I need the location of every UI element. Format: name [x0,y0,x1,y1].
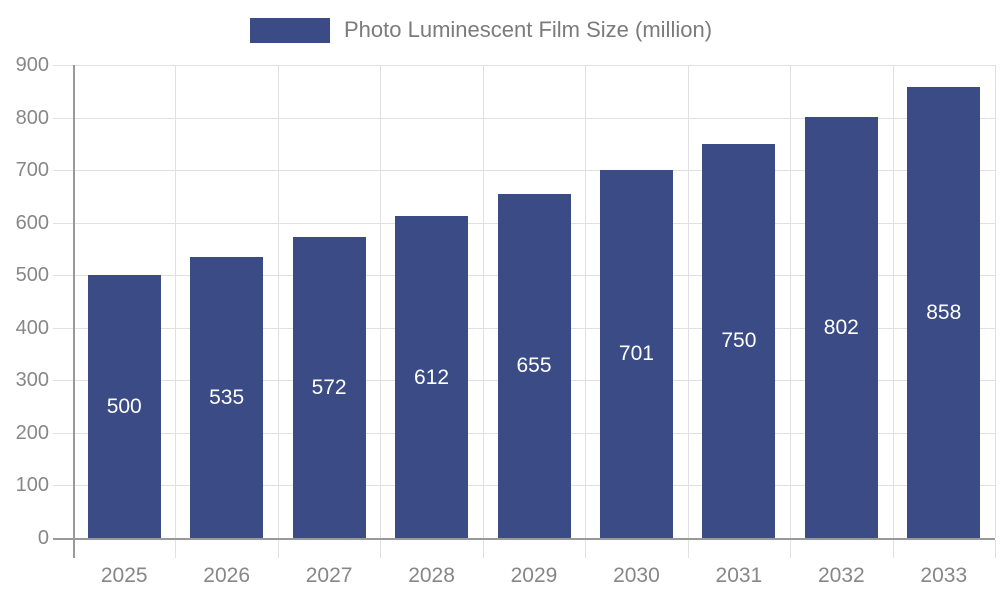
gridline-vertical [277,65,279,538]
x-axis-line [53,538,995,540]
gridline-vertical [687,65,689,538]
bar-2025[interactable]: 500 [87,275,161,538]
y-axis-tick-label: 200 [15,421,49,444]
bar-2032[interactable]: 802 [804,116,878,538]
bar-2029[interactable]: 655 [497,193,571,538]
y-axis-tick [53,327,73,329]
x-axis-tick [482,540,484,558]
x-axis-category-label: 2028 [408,564,455,587]
gridline-vertical [892,65,894,538]
gridline-horizontal [73,65,995,66]
bar-2026[interactable]: 535 [190,256,264,538]
legend[interactable]: Photo Luminescent Film Size (million) [250,17,712,43]
x-axis-category-label: 2032 [817,564,865,587]
x-axis-category-label: 2027 [305,564,353,587]
gridline-vertical [995,65,996,538]
x-axis-tick [687,540,689,558]
y-axis-line [73,65,75,558]
y-axis-tick-label: 0 [37,527,49,549]
y-axis-tick [53,485,73,487]
x-axis-category-label: 2033 [920,564,968,587]
gridline-vertical [175,65,177,538]
y-axis-tick [53,65,73,66]
y-axis-tick [53,380,73,382]
y-axis-tick-label: 500 [15,264,49,287]
gridline-horizontal [73,117,995,119]
x-axis-category-label: 2026 [203,564,251,587]
bar-value-label: 750 [721,329,757,353]
legend-swatch [250,17,330,43]
legend-label: Photo Luminescent Film Size (million) [344,17,713,42]
x-axis-category-label: 2029 [510,564,558,587]
bar-value-label: 655 [516,354,552,378]
y-axis-tick [53,170,73,172]
gridline-vertical [790,65,792,538]
y-axis-tick-label: 100 [15,474,49,497]
bar-2030[interactable]: 701 [599,169,673,538]
bar-2028[interactable]: 612 [395,216,469,538]
y-axis-tick-label: 700 [15,159,49,182]
x-axis-category-label: 2025 [100,564,148,587]
x-axis-tick [585,540,587,558]
gridline-vertical [585,65,587,538]
x-axis-tick [277,540,279,558]
bar-value-label: 572 [311,376,347,400]
bar-2031[interactable]: 750 [702,143,776,538]
x-axis-tick [790,540,792,558]
bar-value-label: 500 [106,395,142,419]
y-axis-tick [53,117,73,119]
y-axis-tick-label: 400 [15,316,49,339]
x-axis-category-label: 2031 [715,564,763,587]
bar-value-label: 701 [618,342,654,366]
y-axis-tick-label: 300 [15,369,49,392]
bar-value-label: 802 [823,315,859,339]
gridline-horizontal [73,170,995,172]
y-axis-tick-label: 600 [15,211,49,234]
gridline-vertical [482,65,484,538]
bar-2033[interactable]: 858 [907,87,981,538]
y-axis-tick-label: 900 [15,54,49,76]
bar-value-label: 535 [209,385,245,409]
y-axis-tick [53,432,73,434]
x-axis-tick [892,540,894,558]
y-axis-tick [53,222,73,224]
x-axis-tick [175,540,177,558]
x-axis-category-label: 2030 [613,564,660,587]
x-axis-tick [995,540,996,558]
bar-value-label: 612 [414,365,450,389]
y-axis-tick-label: 800 [15,106,49,129]
y-axis-tick [53,275,73,277]
bar-2027[interactable]: 572 [292,237,366,538]
gridline-vertical [380,65,382,538]
x-axis-tick [380,540,382,558]
bar-value-label: 858 [926,301,962,325]
